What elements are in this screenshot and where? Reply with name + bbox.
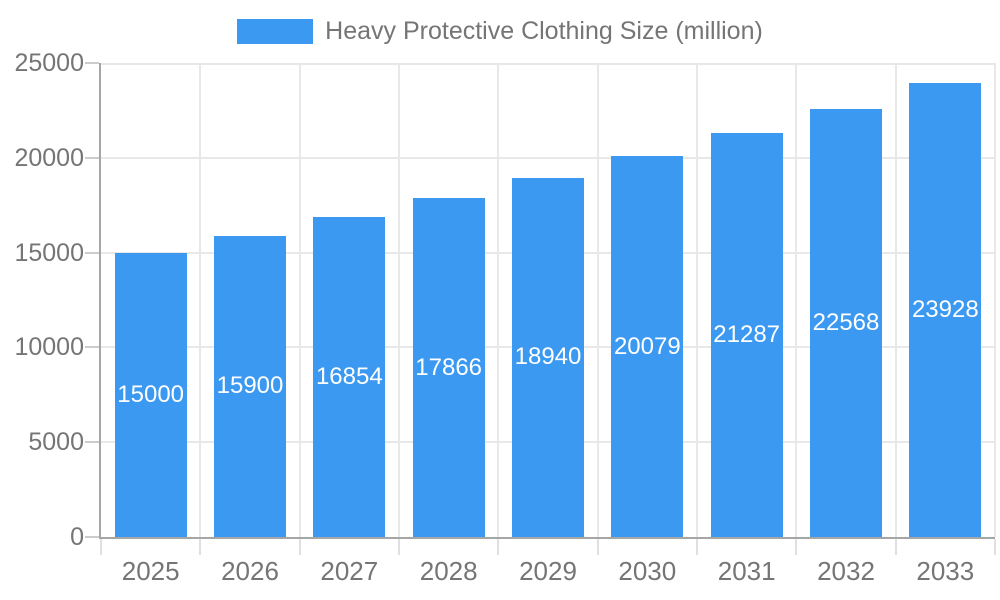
y-axis-label: 15000 bbox=[14, 238, 84, 267]
x-axis-tick bbox=[994, 539, 996, 555]
x-axis-label: 2028 bbox=[419, 556, 478, 586]
x-axis-tick bbox=[894, 539, 897, 555]
v-gridline bbox=[398, 63, 400, 537]
bar-value-label: 21287 bbox=[713, 321, 781, 349]
bar[interactable] bbox=[412, 198, 485, 537]
h-gridline bbox=[101, 63, 995, 65]
legend-series-label: Heavy Protective Clothing Size (million) bbox=[325, 16, 763, 45]
bar[interactable] bbox=[810, 109, 882, 537]
x-axis-label: 2032 bbox=[817, 556, 875, 586]
x-axis-tick bbox=[795, 539, 798, 555]
x-axis-label: 2031 bbox=[717, 556, 776, 586]
bar-value-label: 18940 bbox=[514, 343, 582, 371]
v-gridline bbox=[994, 63, 996, 537]
bar[interactable] bbox=[114, 252, 187, 537]
v-gridline bbox=[298, 63, 301, 537]
x-axis-label: 2033 bbox=[916, 556, 975, 586]
x-axis-label: 2030 bbox=[618, 556, 677, 586]
x-axis-label: 2025 bbox=[121, 556, 180, 586]
y-axis-tick bbox=[85, 441, 99, 444]
bar[interactable] bbox=[214, 235, 286, 537]
x-axis-label: 2027 bbox=[320, 556, 379, 586]
bar-value-label: 15900 bbox=[216, 372, 284, 400]
x-axis-tick bbox=[398, 539, 400, 555]
bar[interactable] bbox=[611, 156, 684, 537]
legend: Heavy Protective Clothing Size (million) bbox=[0, 16, 1000, 46]
legend-swatch bbox=[237, 18, 314, 44]
x-axis-tick bbox=[596, 539, 599, 555]
y-axis-label: 0 bbox=[70, 523, 84, 551]
bar-value-label: 15000 bbox=[117, 380, 185, 408]
v-gridline bbox=[696, 63, 698, 537]
bar[interactable] bbox=[313, 217, 386, 537]
y-axis-label: 25000 bbox=[14, 49, 84, 77]
bar[interactable] bbox=[909, 83, 982, 537]
bar-value-label: 22568 bbox=[812, 309, 880, 337]
x-axis-tick bbox=[100, 539, 102, 555]
h-gridline bbox=[101, 156, 995, 159]
y-axis-tick bbox=[85, 346, 99, 349]
y-axis-tick bbox=[85, 251, 99, 254]
x-axis-tick bbox=[298, 539, 301, 555]
plot-area: 15000 15900 16854 17866 18940 20079 21287 22568… bbox=[99, 63, 996, 539]
y-axis-label: 20000 bbox=[14, 143, 84, 172]
y-axis-tick bbox=[85, 156, 99, 159]
x-axis-tick bbox=[497, 539, 500, 555]
bar[interactable] bbox=[512, 177, 584, 537]
x-axis-tick bbox=[199, 539, 202, 555]
v-gridline bbox=[497, 63, 500, 537]
bar-value-label: 17866 bbox=[415, 353, 483, 381]
bar-value-label: 23928 bbox=[911, 296, 979, 324]
y-axis-tick bbox=[85, 62, 99, 64]
v-gridline bbox=[795, 63, 798, 537]
bar-value-label: 16854 bbox=[315, 363, 383, 391]
v-gridline bbox=[596, 63, 599, 537]
v-gridline bbox=[894, 63, 897, 537]
y-axis-label: 10000 bbox=[14, 333, 84, 362]
v-gridline bbox=[199, 63, 202, 537]
y-axis-label: 5000 bbox=[28, 428, 84, 457]
y-axis-tick bbox=[85, 536, 99, 538]
x-axis-label: 2029 bbox=[519, 556, 577, 586]
x-axis-label: 2026 bbox=[221, 556, 279, 586]
x-axis-tick bbox=[696, 539, 698, 555]
bar[interactable] bbox=[710, 133, 783, 537]
bar-value-label: 20079 bbox=[613, 332, 681, 360]
